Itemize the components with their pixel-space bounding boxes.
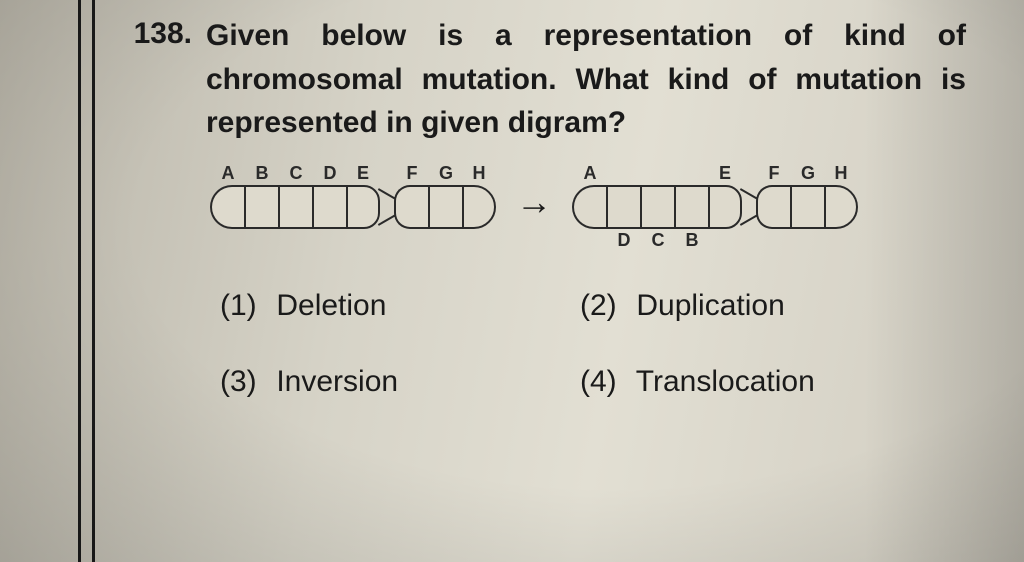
seg: F: [394, 185, 428, 229]
seg: D: [606, 185, 640, 229]
answer-options: (1) Deletion (2) Duplication (3) Inversi…: [220, 289, 984, 399]
seg: B: [674, 185, 708, 229]
seg: A: [572, 185, 606, 229]
option-number: (1): [220, 289, 268, 323]
seg: C: [278, 185, 312, 229]
before-left-arm: A B C D E: [210, 185, 380, 229]
page: 138. Given below is a representation of …: [0, 0, 1024, 562]
chromosome-diagram: A B C D E F G H → A D C: [210, 181, 984, 233]
seg-label: C: [642, 230, 674, 251]
option-4: (4) Translocation: [580, 365, 940, 399]
seg: B: [244, 185, 278, 229]
option-number: (3): [220, 365, 268, 399]
option-text: Inversion: [276, 365, 398, 398]
seg-label: G: [792, 163, 824, 184]
option-2: (2) Duplication: [580, 289, 940, 323]
seg-label: E: [710, 163, 740, 184]
option-text: Deletion: [276, 289, 386, 322]
seg: F: [756, 185, 790, 229]
seg: G: [428, 185, 462, 229]
question-number: 138.: [120, 14, 192, 145]
option-text: Translocation: [636, 365, 815, 398]
centromere: [742, 185, 756, 229]
seg-label: A: [574, 163, 606, 184]
chromosome-after: A D C B E F G H: [572, 185, 858, 229]
seg-label: B: [246, 163, 278, 184]
seg: E: [708, 185, 742, 229]
seg-label: H: [826, 163, 856, 184]
margin-rule-2: [92, 0, 95, 562]
arrow-icon: →: [510, 181, 558, 233]
option-number: (2): [580, 289, 628, 323]
after-right-arm: F G H: [756, 185, 858, 229]
seg: D: [312, 185, 346, 229]
content: 138. Given below is a representation of …: [120, 14, 984, 399]
seg: G: [790, 185, 824, 229]
option-1: (1) Deletion: [220, 289, 580, 323]
margin-rule-1: [78, 0, 81, 562]
seg-label: G: [430, 163, 462, 184]
after-left-arm: A D C B E: [572, 185, 742, 229]
seg: C: [640, 185, 674, 229]
seg-label: H: [464, 163, 494, 184]
seg-label: C: [280, 163, 312, 184]
seg-label: E: [348, 163, 378, 184]
seg-label: D: [608, 230, 640, 251]
option-text: Duplication: [636, 289, 784, 322]
option-3: (3) Inversion: [220, 365, 580, 399]
seg-label: F: [396, 163, 428, 184]
seg-label: B: [676, 230, 708, 251]
seg: A: [210, 185, 244, 229]
chromosome-before: A B C D E F G H: [210, 185, 496, 229]
seg-label: D: [314, 163, 346, 184]
seg: E: [346, 185, 380, 229]
seg-label: F: [758, 163, 790, 184]
question-row: 138. Given below is a representation of …: [120, 14, 984, 145]
before-right-arm: F G H: [394, 185, 496, 229]
seg: H: [462, 185, 496, 229]
seg: H: [824, 185, 858, 229]
option-number: (4): [580, 365, 628, 399]
seg-label: A: [212, 163, 244, 184]
question-text: Given below is a representation of kind …: [206, 14, 966, 145]
centromere: [380, 185, 394, 229]
